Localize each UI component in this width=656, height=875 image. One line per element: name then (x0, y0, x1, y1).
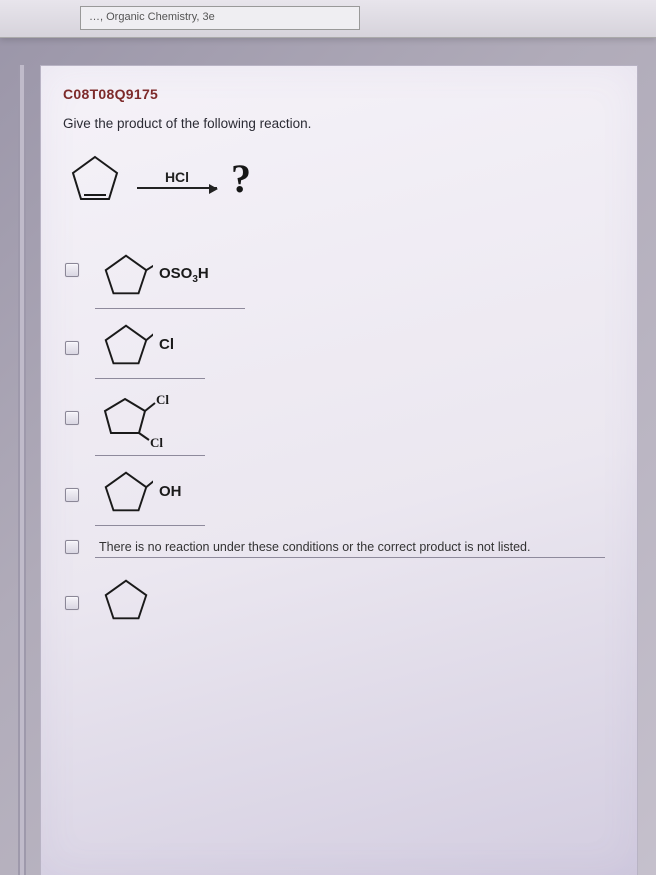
option-row: Cl (65, 311, 615, 379)
option-content: OSO3H (95, 241, 245, 309)
option-checkbox[interactable] (65, 263, 79, 277)
reaction-arrow: HCl (137, 169, 217, 189)
cyclopentene-icon (67, 151, 123, 207)
option-row: OH (65, 458, 615, 526)
svg-text:Cl: Cl (156, 392, 169, 407)
option-checkbox[interactable] (65, 488, 79, 502)
cyclopentane-icon (99, 573, 153, 627)
option-content: Cl (95, 311, 205, 379)
option-text: There is no reaction under these conditi… (99, 540, 530, 554)
reaction-scheme: HCl ? (67, 151, 615, 207)
option-checkbox[interactable] (65, 411, 79, 425)
option-row: OSO3H (65, 241, 615, 309)
question-id: C08T08Q9175 (63, 86, 615, 102)
option-label: OH (159, 483, 182, 500)
top-banner: …, Organic Chemistry, 3e (0, 0, 656, 38)
option-content: OH (95, 458, 205, 526)
options-list: OSO3H Cl Cl (65, 241, 615, 634)
option-row (65, 566, 615, 634)
banner-title: …, Organic Chemistry, 3e (80, 6, 360, 30)
svg-text:Cl: Cl (150, 435, 163, 449)
option-checkbox[interactable] (65, 540, 79, 554)
option-checkbox[interactable] (65, 596, 79, 610)
cyclopentane-dicl-icon: Cl Cl (99, 387, 169, 449)
question-prompt: Give the product of the following reacti… (63, 116, 615, 131)
question-card: C08T08Q9175 Give the product of the foll… (40, 65, 638, 875)
option-content: There is no reaction under these conditi… (95, 536, 605, 558)
option-label: Cl (159, 336, 174, 353)
cyclopentane-icon (99, 248, 153, 302)
option-checkbox[interactable] (65, 341, 79, 355)
reagent-label: HCl (165, 169, 189, 185)
option-content (95, 566, 205, 634)
cyclopentane-icon (99, 318, 153, 372)
option-label: OSO3H (159, 265, 209, 285)
option-row: There is no reaction under these conditi… (65, 536, 615, 558)
option-content: Cl Cl (95, 381, 205, 456)
left-rail (18, 65, 26, 875)
cyclopentane-icon (99, 465, 153, 519)
option-row: Cl Cl (65, 381, 615, 456)
product-placeholder: ? (231, 159, 251, 199)
